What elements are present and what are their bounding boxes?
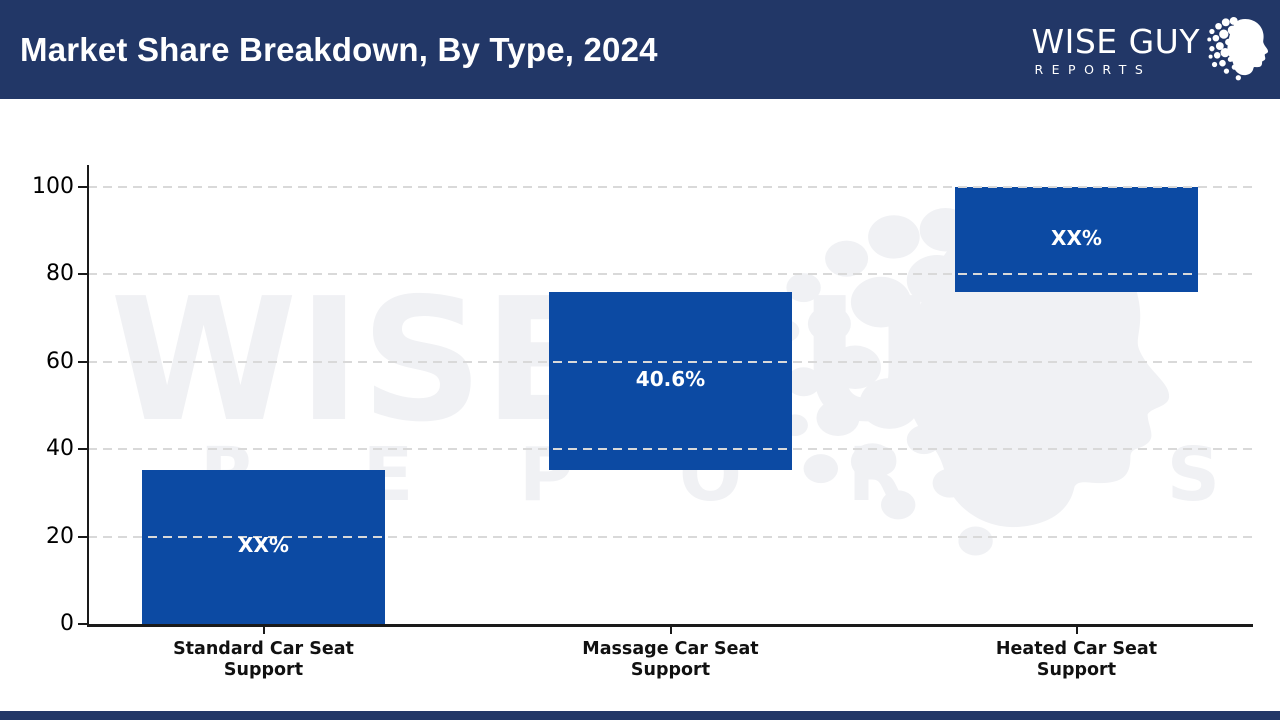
bar-segment xyxy=(142,469,385,624)
y-tick-label: 20 xyxy=(46,523,74,549)
brand-logo: WISE GUY REPORTS xyxy=(1031,5,1270,95)
y-tick xyxy=(78,535,88,538)
y-tick xyxy=(78,273,88,276)
gridline xyxy=(88,360,1252,363)
category-label-line: Massage Car Seat xyxy=(582,639,759,659)
gridline xyxy=(88,186,1252,188)
y-tick-label: 80 xyxy=(46,261,74,287)
y-tick xyxy=(78,360,88,363)
category-label-line: Support xyxy=(630,660,711,680)
category-label-line: Standard Car Seat xyxy=(173,639,354,659)
y-tick-label: 0 xyxy=(60,611,74,636)
brand-subtitle: REPORTS xyxy=(1034,61,1152,77)
x-tick xyxy=(262,625,265,634)
category-label: Heated Car Seat Support xyxy=(927,639,1227,681)
bar-value-label: XX% xyxy=(1051,225,1102,250)
category-label: Massage Car Seat Support xyxy=(521,639,821,681)
bar-segment xyxy=(549,292,792,470)
header-bar: Market Share Breakdown, By Type, 2024 WI… xyxy=(0,0,1280,99)
page-title: Market Share Breakdown, By Type, 2024 xyxy=(20,30,658,68)
brand-name: WISE GUY xyxy=(1031,21,1200,61)
y-tick xyxy=(78,623,88,625)
bar-value-label: XX% xyxy=(238,532,289,557)
gridline xyxy=(88,448,1252,451)
gridline xyxy=(88,273,1252,276)
category-label-line: Heated Car Seat xyxy=(995,639,1158,659)
y-tick-label: 60 xyxy=(46,348,74,374)
brand-head-icon xyxy=(1204,7,1270,93)
y-tick xyxy=(78,448,88,451)
y-axis-line xyxy=(87,165,89,627)
y-tick xyxy=(78,186,88,188)
x-tick xyxy=(1075,625,1078,634)
gridline xyxy=(88,535,1252,538)
y-tick-label: 100 xyxy=(32,174,74,199)
bar-value-label: 40.6% xyxy=(635,367,706,392)
category-label-line: Support xyxy=(223,660,304,680)
footer-bar xyxy=(0,711,1280,720)
category-label-line: Support xyxy=(1036,660,1117,680)
brand-text: WISE GUY REPORTS xyxy=(1031,21,1200,77)
category-label: Standard Car Seat Support xyxy=(114,639,414,681)
x-tick xyxy=(669,625,672,634)
y-tick-label: 40 xyxy=(46,436,74,462)
